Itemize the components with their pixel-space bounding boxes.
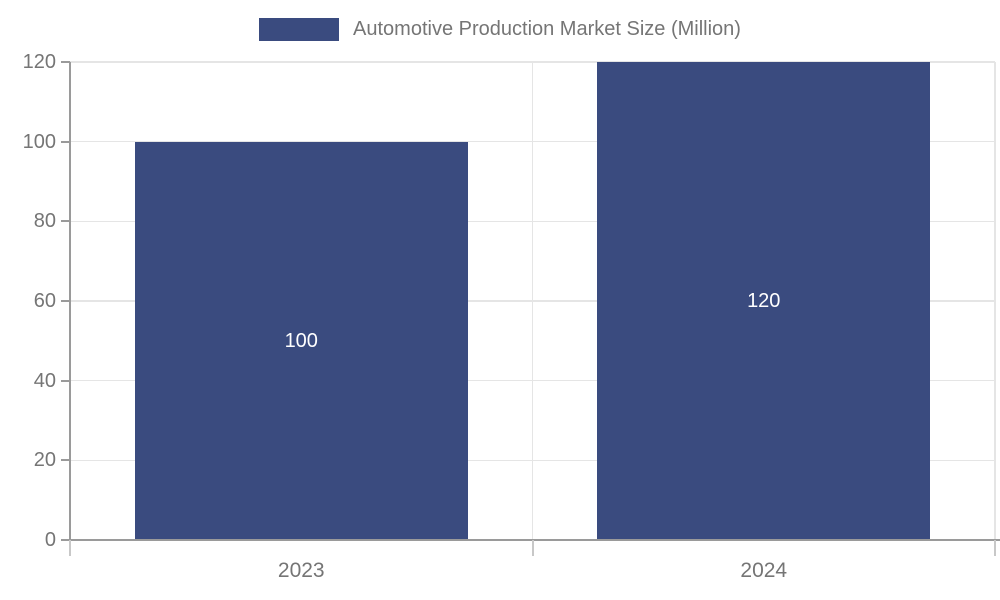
x-axis-tick: [69, 540, 71, 556]
bar-value-label: 120: [747, 290, 781, 312]
y-tick-label: 120: [22, 51, 56, 73]
bar[interactable]: [597, 62, 931, 540]
x-tick-label: 2024: [740, 559, 788, 582]
gridline-vertical: [994, 62, 996, 540]
legend-label: Automotive Production Market Size (Milli…: [353, 18, 741, 40]
y-axis-tick: [61, 459, 70, 462]
legend-swatch-icon: [259, 17, 340, 41]
x-axis-tick: [994, 540, 996, 556]
y-axis-tick: [61, 61, 70, 63]
bar[interactable]: [134, 141, 468, 540]
y-axis-tick: [61, 220, 70, 223]
x-tick-label: 2023: [277, 559, 325, 582]
y-tick-label: 0: [44, 529, 56, 551]
gridline-vertical: [531, 62, 534, 540]
legend[interactable]: Automotive Production Market Size (Milli…: [0, 17, 1000, 41]
y-tick-label: 60: [33, 290, 56, 312]
y-axis-tick: [61, 300, 70, 302]
y-tick-label: 80: [33, 210, 56, 233]
y-axis-tick: [61, 140, 70, 143]
x-axis-line: [62, 539, 1000, 541]
bar-value-label: 100: [284, 329, 318, 352]
y-tick-label: 100: [22, 130, 56, 153]
y-axis-tick: [61, 379, 70, 382]
y-axis-line: [69, 62, 71, 540]
x-axis-tick: [531, 540, 534, 556]
y-tick-label: 20: [33, 449, 56, 472]
y-tick-label: 40: [33, 369, 56, 392]
